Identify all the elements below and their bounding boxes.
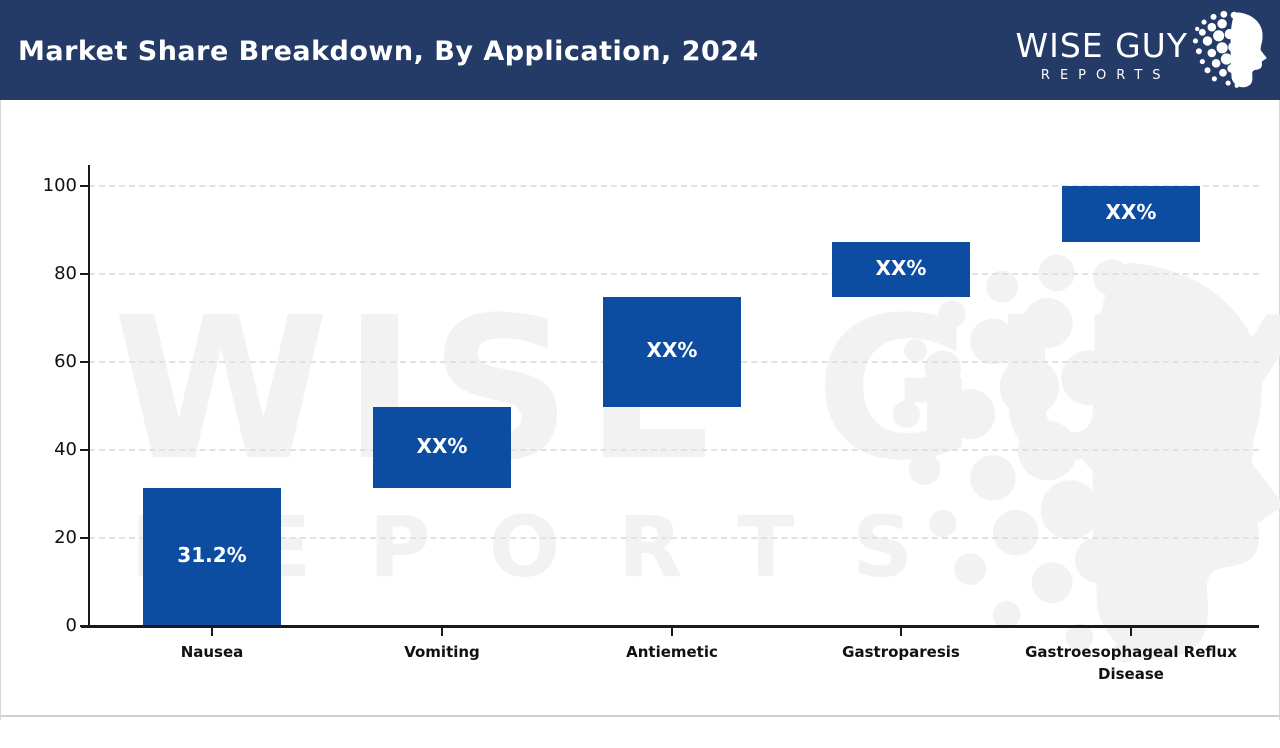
chart-section: WISE GUY REPORTS 0 20 40 60 80 100 31.2% Nausea… (0, 100, 1280, 720)
x-tick-label: Gastroesophageal Reflux Disease (1025, 642, 1237, 684)
brand-logo: WISE GUY REPORTS (1015, 6, 1270, 96)
y-tick-mark (80, 184, 89, 187)
x-tick-mark (671, 627, 673, 636)
y-tick-mark (80, 448, 89, 451)
bar-value-label: XX% (875, 255, 927, 280)
bar-nausea: 31.2% (143, 488, 281, 626)
gridline (89, 536, 1259, 539)
x-tick-mark (441, 627, 443, 636)
gridline (89, 184, 1259, 187)
bar-value-label: XX% (416, 433, 468, 458)
brand-wordmark: WISE GUY (1015, 26, 1188, 65)
x-tick-label: Vomiting (404, 642, 480, 661)
x-tick-label: Nausea (180, 642, 244, 661)
bar-antiemetic: XX% (603, 297, 741, 407)
bar-value-label: 31.2% (177, 542, 247, 567)
x-tick-label: Gastroparesis (842, 642, 960, 661)
brand-logo-text: WISE GUY REPORTS (1015, 26, 1188, 83)
y-tick-label: 0 (65, 614, 77, 636)
brand-subtext: REPORTS (1040, 68, 1171, 83)
x-tick-mark (900, 627, 902, 636)
gridline (89, 272, 1259, 275)
y-tick-mark (80, 360, 89, 363)
bar-gastroparesis: XX% (832, 241, 970, 298)
y-tick-label: 20 (54, 526, 77, 548)
y-axis-line (88, 165, 90, 628)
x-tick-mark (1130, 627, 1132, 636)
wise-guy-head-icon (1192, 10, 1267, 88)
y-tick-label: 80 (54, 262, 77, 284)
y-tick-label: 60 (54, 350, 77, 372)
x-tick-mark (211, 627, 213, 636)
bar-gastroesophageal-reflux-disease: XX% (1062, 186, 1200, 242)
page-title: Market Share Breakdown, By Application, … (18, 36, 759, 67)
gridline (89, 448, 1259, 451)
y-tick-label: 40 (54, 438, 77, 460)
x-axis-line (81, 625, 1259, 628)
bar-value-label: XX% (1105, 200, 1157, 225)
x-tick-label: Antiemetic (626, 642, 718, 661)
y-tick-label: 100 (42, 174, 77, 196)
bar-vomiting: XX% (373, 406, 511, 489)
y-tick-mark (80, 536, 89, 539)
bar-value-label: XX% (646, 338, 698, 363)
bottom-divider (1, 715, 1280, 717)
header-bar: Market Share Breakdown, By Application, … (0, 0, 1280, 100)
y-tick-mark (80, 272, 89, 275)
